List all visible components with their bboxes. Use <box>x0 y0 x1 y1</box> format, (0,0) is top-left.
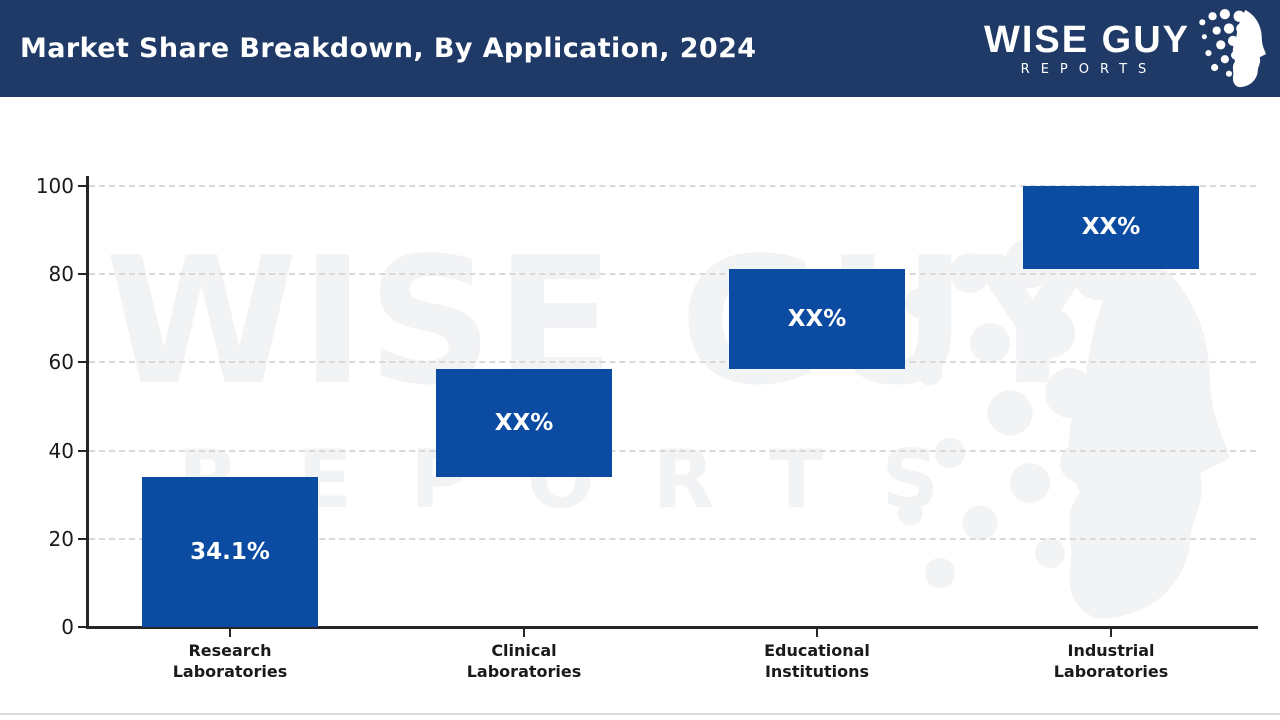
y-axis-line <box>86 176 89 629</box>
bar: XX% <box>436 369 612 477</box>
x-tick-mark <box>1110 629 1112 637</box>
y-tick-label: 40 <box>48 438 74 463</box>
x-tick-mark <box>816 629 818 637</box>
header-bar: Market Share Breakdown, By Application, … <box>0 0 1280 97</box>
logo-subtitle: REPORTS <box>1020 61 1158 77</box>
gridline <box>89 273 1256 276</box>
logo-head-icon <box>1199 9 1266 88</box>
x-axis-line <box>86 626 1258 629</box>
gridline <box>89 185 1256 187</box>
x-tick-mark <box>229 629 231 637</box>
y-tick-label: 0 <box>61 615 74 639</box>
logo-wordmark: WISE GUY <box>983 18 1190 61</box>
y-tick-mark <box>78 185 86 187</box>
y-tick-mark <box>78 626 86 628</box>
bar: XX% <box>1023 186 1199 269</box>
x-category-label: Research Laboratories <box>172 641 288 681</box>
x-category-label: Clinical Laboratories <box>466 641 582 681</box>
bar: 34.1% <box>142 476 318 627</box>
x-tick-mark <box>523 629 525 637</box>
logo-text: WISE GUY REPORTS <box>984 20 1190 77</box>
y-tick-label: 80 <box>48 262 74 287</box>
x-category-label: Industrial Laboratories <box>1053 641 1169 681</box>
y-tick-mark <box>78 273 86 276</box>
gridline <box>89 449 1256 452</box>
bar-value-label: XX% <box>1081 214 1141 241</box>
wise-guy-logo: WISE GUY REPORTS <box>984 8 1266 88</box>
y-tick-label: 20 <box>48 526 74 551</box>
bar-value-label: XX% <box>787 305 847 332</box>
gridline <box>89 361 1256 364</box>
footer-divider <box>0 713 1280 715</box>
y-tick-mark <box>78 537 86 540</box>
y-tick-mark <box>78 361 86 364</box>
gridline <box>89 537 1256 540</box>
bar: XX% <box>729 268 905 369</box>
bar-value-label: XX% <box>494 409 554 436</box>
page-title: Market Share Breakdown, By Application, … <box>20 33 757 64</box>
y-tick-label: 60 <box>48 350 74 375</box>
watermark-head-icon <box>897 238 1230 619</box>
x-category-label: Educational Institutions <box>764 641 870 681</box>
y-tick-label: 100 <box>35 174 74 198</box>
bar-value-label: 34.1% <box>190 538 270 565</box>
y-tick-mark <box>78 449 86 452</box>
